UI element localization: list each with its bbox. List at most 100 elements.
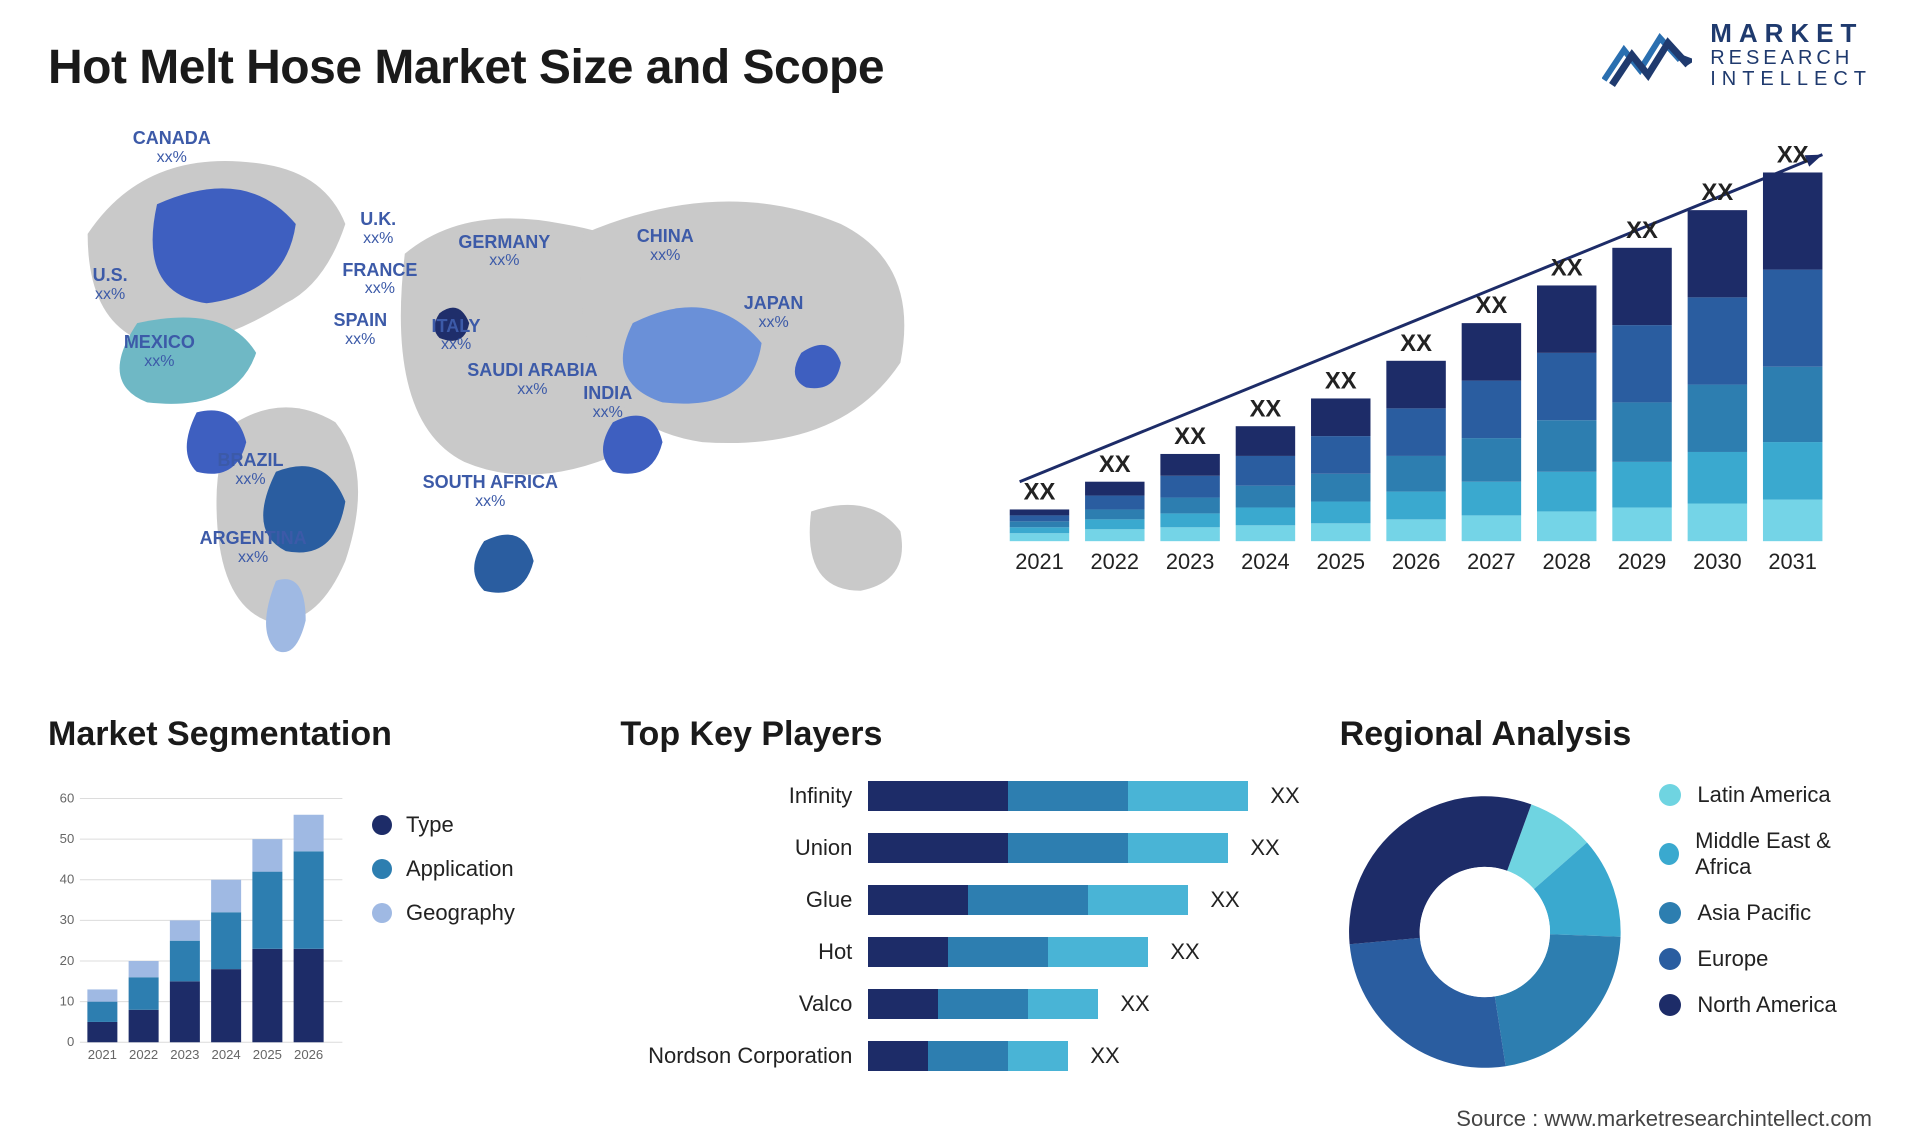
legend-swatch-icon	[1659, 902, 1681, 924]
regional-panel: Regional Analysis Latin AmericaMiddle Ea…	[1340, 715, 1872, 1095]
regional-legend-item: Europe	[1659, 946, 1872, 972]
regional-legend-item: Latin America	[1659, 782, 1872, 808]
key-player-label: Hot	[620, 939, 860, 965]
svg-text:2026: 2026	[1392, 549, 1441, 574]
svg-text:XX: XX	[1476, 292, 1508, 319]
legend-swatch-icon	[372, 815, 392, 835]
logo-mark-icon	[1602, 20, 1692, 90]
svg-text:2028: 2028	[1542, 549, 1591, 574]
key-player-value: XX	[1090, 1043, 1119, 1069]
svg-text:2030: 2030	[1693, 549, 1742, 574]
legend-swatch-icon	[1659, 948, 1681, 970]
svg-text:2031: 2031	[1768, 549, 1817, 574]
svg-text:XX: XX	[1250, 395, 1282, 422]
map-country-label: ITALYxx%	[432, 317, 481, 354]
legend-swatch-icon	[372, 903, 392, 923]
key-player-label: Nordson Corporation	[620, 1043, 860, 1069]
segmentation-legend-item: Type	[372, 812, 515, 838]
key-player-row: Valco XX	[620, 984, 1299, 1024]
svg-text:2027: 2027	[1467, 549, 1516, 574]
regional-legend-item: Asia Pacific	[1659, 900, 1872, 926]
svg-text:XX: XX	[1099, 451, 1131, 478]
svg-text:2024: 2024	[212, 1047, 241, 1062]
key-player-bar-segment	[968, 885, 1088, 915]
key-player-bar-segment	[938, 989, 1028, 1019]
segmentation-panel: Market Segmentation 0102030405060 202120…	[48, 715, 580, 1095]
key-player-bar-segment	[1008, 1041, 1068, 1071]
svg-text:XX: XX	[1626, 217, 1658, 244]
key-player-bar-segment	[868, 937, 948, 967]
key-player-label: Union	[620, 835, 860, 861]
legend-swatch-icon	[1659, 843, 1679, 865]
svg-text:30: 30	[60, 912, 75, 927]
key-player-bar	[868, 781, 1248, 811]
legend-label: Latin America	[1697, 782, 1830, 808]
map-country-label: CHINAxx%	[637, 227, 694, 264]
map-country-label: U.K.xx%	[360, 210, 396, 247]
key-player-value: XX	[1250, 835, 1279, 861]
svg-text:20: 20	[60, 953, 75, 968]
legend-swatch-icon	[1659, 784, 1681, 806]
regional-legend: Latin AmericaMiddle East & AfricaAsia Pa…	[1659, 772, 1872, 1095]
key-player-bar-segment	[948, 937, 1048, 967]
logo-text-1: MARKET	[1710, 20, 1872, 47]
key-player-bar-segment	[1048, 937, 1148, 967]
key-players-title: Top Key Players	[620, 715, 1299, 754]
svg-text:XX: XX	[1702, 179, 1734, 206]
legend-label: Type	[406, 812, 454, 838]
svg-text:0: 0	[67, 1034, 74, 1049]
svg-text:XX: XX	[1551, 255, 1583, 282]
svg-text:XX: XX	[1400, 330, 1432, 357]
map-country-label: BRAZILxx%	[217, 451, 283, 488]
logo-text-3: INTELLECT	[1710, 69, 1872, 90]
svg-text:XX: XX	[1777, 142, 1809, 169]
svg-text:50: 50	[60, 831, 75, 846]
segmentation-legend: TypeApplicationGeography	[372, 772, 515, 1095]
key-player-value: XX	[1170, 939, 1199, 965]
key-player-row: InfinityXX	[620, 776, 1299, 816]
key-players-panel: Top Key Players InfinityXXUnionXXGlueXXH…	[620, 715, 1299, 1095]
svg-text:2023: 2023	[170, 1047, 199, 1062]
key-player-label: Infinity	[620, 783, 860, 809]
key-player-bar-segment	[868, 833, 1008, 863]
svg-text:2026: 2026	[294, 1047, 323, 1062]
svg-text:2021: 2021	[1015, 549, 1063, 574]
legend-label: North America	[1697, 992, 1836, 1018]
key-player-row: GlueXX	[620, 880, 1299, 920]
key-player-bar	[868, 885, 1188, 915]
svg-text:2024: 2024	[1241, 549, 1289, 574]
svg-text:40: 40	[60, 872, 75, 887]
segmentation-title: Market Segmentation	[48, 715, 580, 754]
logo: MARKET RESEARCH INTELLECT	[1602, 20, 1872, 90]
key-players-chart: InfinityXXUnionXXGlueXXHotXXValcoXXNords…	[620, 772, 1299, 1095]
svg-text:2022: 2022	[129, 1047, 158, 1062]
legend-label: Asia Pacific	[1697, 900, 1811, 926]
key-player-value: XX	[1120, 991, 1149, 1017]
map-country-label: SPAINxx%	[333, 311, 387, 348]
svg-text:XX: XX	[1024, 479, 1056, 506]
svg-text:2023: 2023	[1166, 549, 1215, 574]
map-country-label: JAPANxx%	[744, 294, 804, 331]
map-country-label: U.S.xx%	[93, 266, 128, 303]
legend-label: Application	[406, 856, 514, 882]
key-player-bar	[868, 1041, 1068, 1071]
map-country-label: MEXICOxx%	[124, 333, 195, 370]
key-player-bar	[868, 833, 1228, 863]
key-player-label: Valco	[620, 991, 860, 1017]
map-country-label: INDIAxx%	[583, 384, 632, 421]
map-country-label: FRANCExx%	[342, 261, 417, 298]
svg-text:10: 10	[60, 993, 75, 1008]
map-country-label: GERMANYxx%	[458, 233, 550, 270]
key-player-bar-segment	[1028, 989, 1098, 1019]
trend-stacked-bar-chart: 2021 2022 2023 2024 2025 2026 2027 2028 2029 2030…	[980, 115, 1872, 670]
svg-text:2029: 2029	[1618, 549, 1667, 574]
svg-text:2022: 2022	[1091, 549, 1140, 574]
source-label: Source : www.marketresearchintellect.com	[1456, 1106, 1872, 1132]
regional-legend-item: North America	[1659, 992, 1872, 1018]
legend-swatch-icon	[1659, 994, 1681, 1016]
key-player-bar	[868, 989, 1098, 1019]
svg-text:2025: 2025	[1317, 549, 1366, 574]
key-player-bar-segment	[928, 1041, 1008, 1071]
trend-chart-panel: 2021 2022 2023 2024 2025 2026 2027 2028 2029 2030…	[980, 115, 1872, 675]
key-player-bar-segment	[868, 989, 938, 1019]
